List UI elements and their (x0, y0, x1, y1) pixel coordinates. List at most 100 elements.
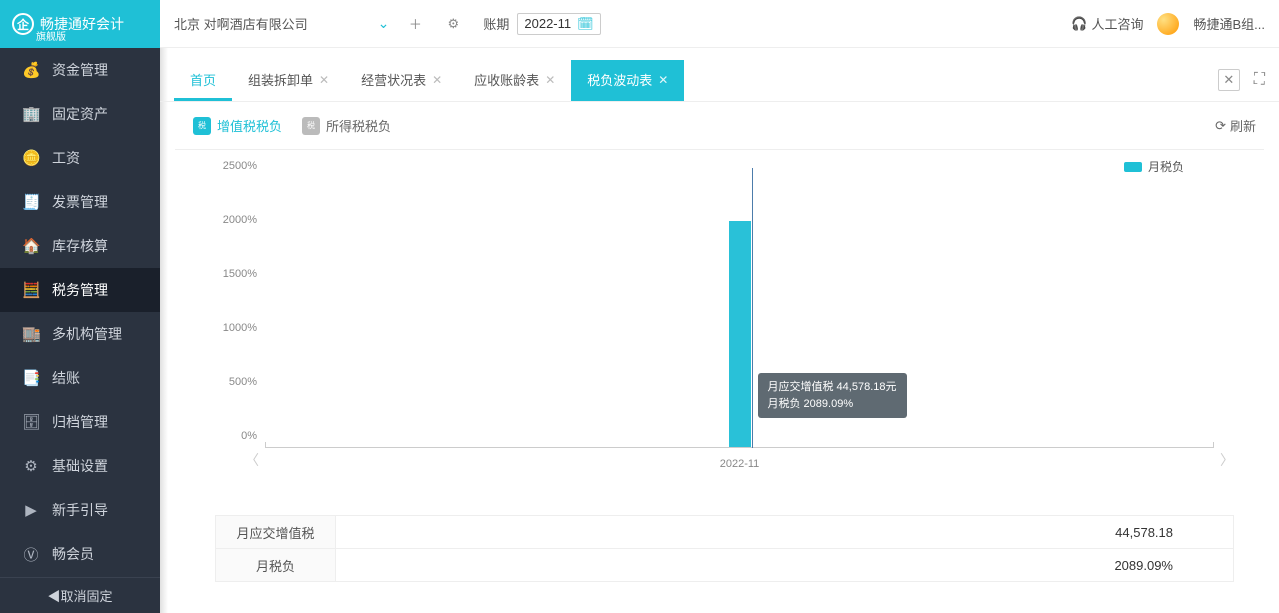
tab-close-icon[interactable]: ✕ (319, 73, 329, 87)
subtab-badge-icon: 税 (193, 117, 211, 135)
subtabs: 税增值税税负税所得税税负 ⟳ 刷新 (175, 102, 1264, 150)
sidebar-icon: 🧮 (22, 281, 40, 299)
sidebar-item-label: 多机构管理 (52, 324, 122, 344)
sidebar-item-label: 新手引导 (52, 500, 108, 520)
summary-table: 月应交增值税44,578.18月税负2089.09% (215, 515, 1234, 582)
table-row-label: 月税负 (216, 549, 336, 581)
refresh-label: 刷新 (1230, 116, 1256, 135)
sidebar-item-库存核算[interactable]: 🏠 库存核算 (0, 224, 160, 268)
brand-logo-icon: 企 (12, 13, 34, 35)
subtab-label: 所得税税负 (326, 116, 391, 135)
sidebar: 💰 资金管理 🏢 固定资产 🪙工资🧾发票管理 🏠 库存核算 🧮 税务管理 🏬多机构管理📑结账 🗄 归档… (0, 48, 160, 613)
sidebar-item-工资[interactable]: 🪙工资 (0, 136, 160, 180)
tabs-right: ✕ ⛶ (1218, 69, 1265, 101)
sidebar-item-资金管理[interactable]: 💰 资金管理 (0, 48, 160, 92)
user-name: 畅捷通B组... (1193, 14, 1265, 33)
tabs-row: 首页组装拆卸单✕经营状况表✕应收账龄表✕税负波动表✕ ✕ ⛶ (160, 48, 1279, 102)
top-header: 北京 对啊酒店有限公司 ⌄ ＋ ⚙ 账期 2022-11 🗓 🎧 人工咨询 畅捷… (160, 0, 1279, 48)
tab-首页[interactable]: 首页 (174, 60, 232, 101)
sidebar-item-畅会员[interactable]: Ⓥ畅会员 (0, 532, 160, 576)
sidebar-icon: Ⓥ (22, 544, 40, 565)
chart-tooltip: 月应交增值税 44,578.18元月税负 2089.09% (758, 373, 907, 418)
y-tick: 500% (229, 376, 257, 388)
table-row-label: 月应交增值税 (216, 516, 336, 548)
tooltip-line1: 月应交增值税 44,578.18元 (768, 379, 897, 396)
sidebar-item-label: 基础设置 (52, 456, 108, 476)
sidebar-icon: 🏠 (22, 237, 40, 255)
calendar-icon: 🗓 (577, 16, 594, 32)
tab-label: 经营状况表 (361, 70, 426, 89)
tab-应收账龄表[interactable]: 应收账龄表 ✕ (458, 60, 571, 101)
sidebar-icon: 🧾 (22, 193, 40, 211)
y-tick: 0% (241, 430, 257, 442)
sidebar-item-label: 固定资产 (52, 104, 108, 124)
support-link[interactable]: 🎧 人工咨询 (1071, 14, 1143, 33)
x-tick-label: 2022-11 (720, 458, 760, 470)
y-tick: 1500% (223, 268, 257, 280)
table-row: 月应交增值税44,578.18 (215, 515, 1234, 549)
sidebar-item-税务管理[interactable]: 🧮 税务管理 (0, 268, 160, 312)
settings-gear-icon[interactable]: ⚙ (441, 12, 465, 36)
sidebar-icon: ⚙ (22, 457, 40, 475)
tab-close-icon[interactable]: ✕ (432, 73, 442, 87)
fullscreen-icon[interactable]: ⛶ (1254, 71, 1265, 89)
y-tick: 1000% (223, 322, 257, 334)
sidebar-unpin[interactable]: ◀取消固定 (0, 577, 160, 613)
user-avatar-icon[interactable] (1157, 13, 1179, 35)
sidebar-item-label: 归档管理 (52, 412, 108, 432)
table-row-value: 44,578.18 (336, 525, 1233, 540)
sidebar-item-基础设置[interactable]: ⚙ 基础设置 (0, 444, 160, 488)
y-tick: 2500% (223, 160, 257, 172)
add-button[interactable]: ＋ (403, 12, 427, 36)
chart-y-axis: 0%500%1000%1500%2000%2500% (205, 178, 265, 448)
sidebar-icon: 🪙 (22, 149, 40, 167)
sidebar-icon: 🗄 (22, 413, 40, 431)
sidebar-item-多机构管理[interactable]: 🏬多机构管理 (0, 312, 160, 356)
legend-label: 月税负 (1148, 158, 1184, 175)
tab-label: 应收账龄表 (474, 70, 539, 89)
y-tick: 2000% (223, 214, 257, 226)
period-value: 2022-11 (524, 16, 571, 31)
period-picker[interactable]: 2022-11 🗓 (517, 13, 600, 35)
table-row: 月税负2089.09% (215, 548, 1234, 582)
tab-close-icon[interactable]: ✕ (545, 73, 555, 87)
sidebar-item-label: 税务管理 (52, 280, 108, 300)
sidebar-icon: 💰 (22, 61, 40, 79)
chart-prev-arrow[interactable]: 〈 (245, 450, 259, 470)
sidebar-item-结账[interactable]: 📑结账 (0, 356, 160, 400)
subtab-所得税税负[interactable]: 税所得税税负 (292, 110, 401, 141)
tax-chart: 月税负 0% 500% 1000% 1500% 2000% 2500% 2022-11 月应… (205, 158, 1234, 488)
brand-subtitle: 旗舰版 (36, 28, 66, 43)
chart-next-arrow[interactable]: 〉 (1220, 450, 1234, 470)
sidebar-item-新手引导[interactable]: ▶ 新手引导 (0, 488, 160, 532)
sidebar-item-label: 库存核算 (52, 236, 108, 256)
sidebar-item-固定资产[interactable]: 🏢 固定资产 (0, 92, 160, 136)
close-all-tabs-button[interactable]: ✕ (1218, 69, 1240, 91)
sidebar-icon: 🏢 (22, 105, 40, 123)
sidebar-item-label: 资金管理 (52, 60, 108, 80)
table-row-value: 2089.09% (336, 558, 1233, 573)
subtab-label: 增值税税负 (217, 116, 282, 135)
headset-icon: 🎧 (1071, 16, 1087, 32)
sidebar-item-归档管理[interactable]: 🗄 归档管理 (0, 400, 160, 444)
refresh-icon: ⟳ (1215, 118, 1226, 134)
company-selector[interactable]: 北京 对啊酒店有限公司 ⌄ (174, 14, 389, 33)
tab-label: 首页 (190, 70, 216, 89)
sidebar-item-发票管理[interactable]: 🧾发票管理 (0, 180, 160, 224)
sidebar-icon: ▶ (22, 501, 40, 519)
brand-bar: 企 畅捷通好会计 旗舰版 (0, 0, 160, 48)
tab-close-icon[interactable]: ✕ (658, 73, 668, 87)
legend-swatch-icon (1124, 162, 1142, 172)
subtab-badge-icon: 税 (302, 117, 320, 135)
content-shadow (160, 48, 168, 613)
subtab-增值税税负[interactable]: 税增值税税负 (183, 110, 292, 141)
sidebar-item-label: 结账 (52, 368, 80, 388)
tab-税负波动表[interactable]: 税负波动表✕ (571, 60, 684, 101)
support-label: 人工咨询 (1091, 14, 1143, 33)
tab-组装拆卸单[interactable]: 组装拆卸单✕ (232, 60, 345, 101)
tab-经营状况表[interactable]: 经营状况表 ✕ (345, 60, 458, 101)
tooltip-line2: 月税负 2089.09% (768, 396, 897, 413)
refresh-button[interactable]: ⟳ 刷新 (1215, 116, 1256, 135)
chart-bar[interactable] (729, 221, 751, 447)
company-name: 北京 对啊酒店有限公司 (174, 14, 308, 33)
